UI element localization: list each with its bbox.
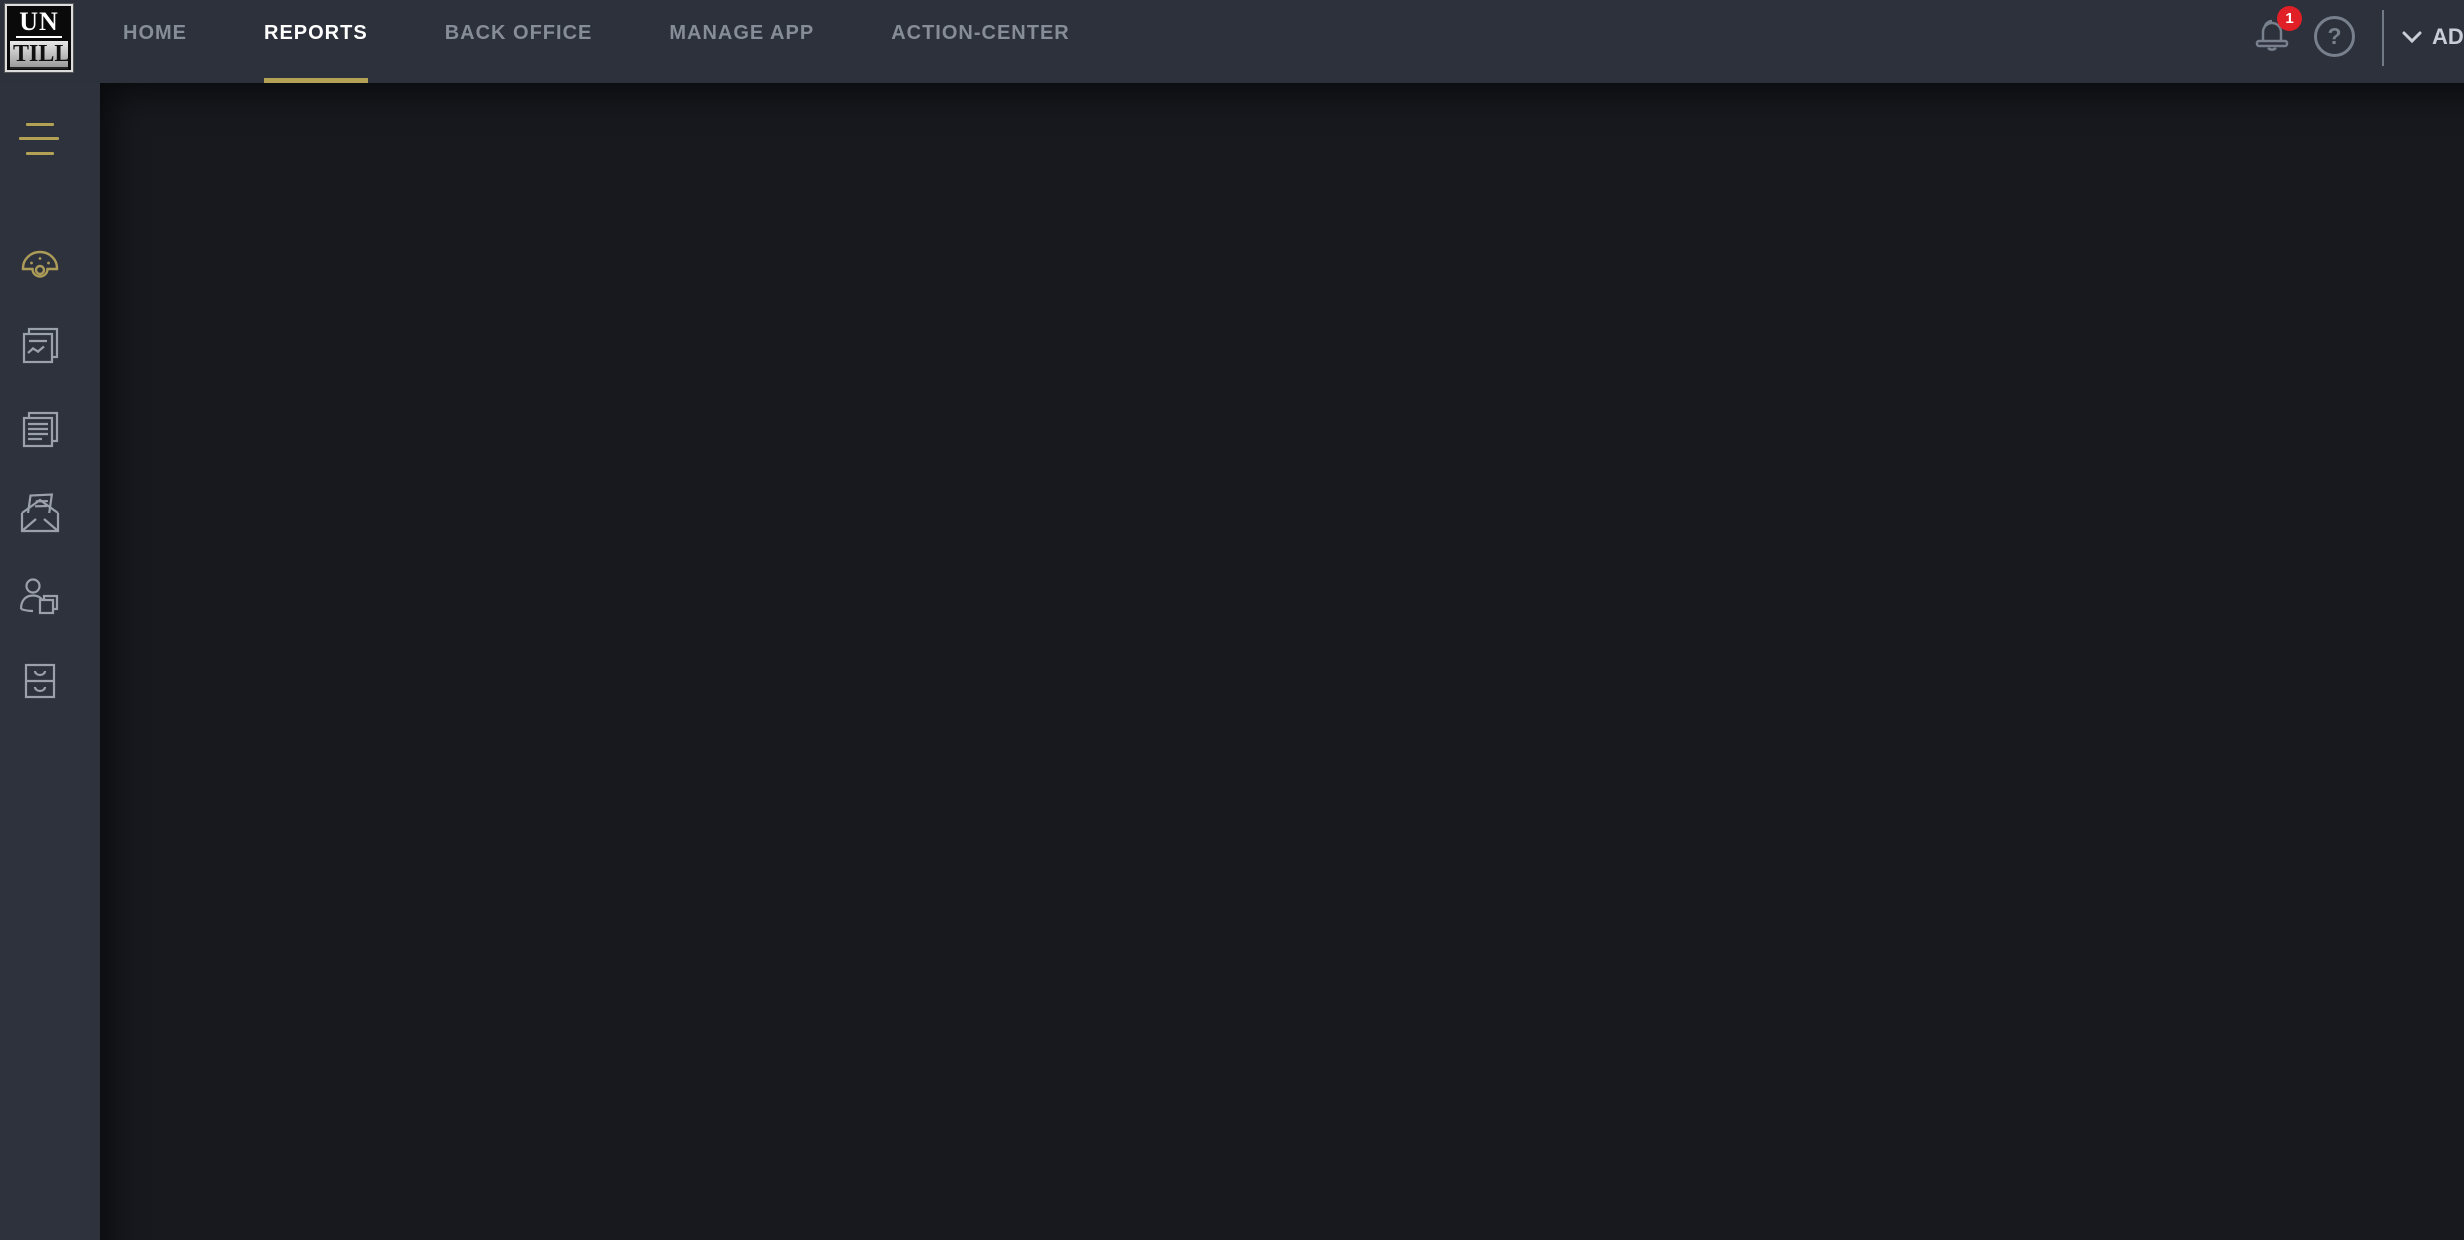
documents-icon[interactable]: [16, 406, 64, 454]
nav-item-manage-app[interactable]: MANAGE APP: [669, 22, 815, 44]
top-navbar: UN TILL HOME REPORTS BACK OFFICE MANAGE …: [0, 0, 2464, 83]
dashboard-content: [100, 83, 2464, 1240]
menu-icon[interactable]: [19, 123, 59, 157]
customers-icon[interactable]: [16, 572, 64, 620]
help-button[interactable]: ?: [2314, 16, 2355, 57]
user-label: AD: [2432, 24, 2464, 49]
storage-icon[interactable]: [16, 657, 64, 705]
untill-logo[interactable]: UN TILL: [5, 4, 73, 72]
navbar-divider: [2382, 10, 2384, 66]
nav-item-reports[interactable]: REPORTS: [264, 0, 368, 83]
notifications-button[interactable]: 1: [2252, 6, 2302, 60]
bell-icon: [2252, 19, 2292, 60]
main-nav: HOME REPORTS BACK OFFICE MANAGE APP ACTI…: [123, 0, 1070, 83]
notification-count-badge: 1: [2277, 6, 2302, 31]
nav-item-action-center[interactable]: ACTION-CENTER: [891, 22, 1070, 44]
messages-icon[interactable]: [16, 489, 64, 537]
left-sidebar: [0, 83, 100, 1240]
question-mark-icon: ?: [2327, 23, 2342, 49]
dashboard-icon[interactable]: [16, 237, 64, 285]
nav-item-back-office[interactable]: BACK OFFICE: [444, 22, 593, 44]
chevron-down-icon: [2402, 24, 2422, 50]
logo-text-un: UN: [16, 7, 62, 38]
nav-item-home[interactable]: HOME: [123, 22, 187, 44]
logo-text-till: TILL: [10, 41, 70, 69]
user-menu[interactable]: AD: [2402, 24, 2464, 50]
sales-report-icon[interactable]: [16, 322, 64, 370]
